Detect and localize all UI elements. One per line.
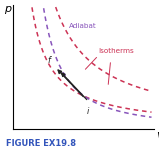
Text: f: f (47, 56, 50, 65)
Text: i: i (86, 107, 89, 116)
Text: V: V (156, 132, 159, 142)
Text: Adiabat: Adiabat (69, 23, 96, 29)
Text: FIGURE EX19.8: FIGURE EX19.8 (6, 140, 76, 148)
Text: Isotherms: Isotherms (98, 48, 134, 54)
Text: p: p (4, 4, 11, 15)
